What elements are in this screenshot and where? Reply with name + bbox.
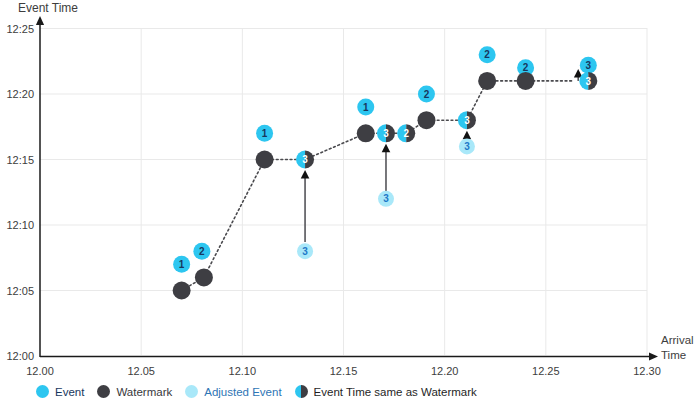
x-tick-label: 12.15: [330, 365, 358, 377]
watermark-chart: Event Time 12:00 12:05 12:10 12:15 12:20 12:2…: [0, 0, 696, 402]
watermark-legend-icon: [97, 385, 110, 398]
point-number-label: 2: [199, 246, 205, 257]
legend-label: Event: [55, 386, 84, 398]
x-tick-label: 12.20: [431, 365, 459, 377]
y-tick-label: 12:05: [6, 285, 34, 297]
event-legend-icon: [36, 385, 49, 398]
adjustment-arrow-icon: [301, 170, 310, 179]
y-tick-label: 12:15: [6, 154, 34, 166]
y-axis-title: Event Time: [18, 1, 78, 15]
legend-label: Adjusted Event: [204, 386, 281, 398]
watermark-point: [256, 151, 274, 169]
point-number-label: 1: [363, 102, 369, 113]
watermark-dotted-line: [182, 81, 575, 291]
x-axis-title: Arrival Time: [661, 333, 694, 363]
y-tick-label: 12:20: [6, 88, 34, 100]
x-tick-label: 12.10: [229, 365, 257, 377]
y-tick-label: 12:00: [6, 350, 34, 362]
point-number-label: 2: [403, 128, 409, 139]
legend-item-event: Event: [36, 385, 84, 398]
point-number-label: 3: [383, 193, 389, 204]
adjusted-event-legend-icon: [185, 385, 198, 398]
point-number-label: 3: [586, 60, 592, 71]
watermark-point: [195, 268, 213, 286]
x-tick-label: 12.05: [127, 365, 155, 377]
legend-item-adjusted-event: Adjusted Event: [185, 385, 281, 398]
legend-label: Watermark: [116, 386, 172, 398]
chart-canvas: 12:00 12:05 12:10 12:15 12:20 12:25 12.00 12.05…: [0, 0, 696, 402]
point-number-label: 3: [586, 76, 592, 87]
x-axis-arrow-icon: [649, 352, 658, 360]
legend-item-watermark: Watermark: [97, 385, 172, 398]
x-tick-label: 12.30: [633, 365, 661, 377]
point-number-label: 2: [484, 49, 490, 60]
y-axis-arrow-icon: [36, 16, 44, 25]
point-number-label: 2: [523, 62, 529, 73]
y-tick-label: 12:25: [6, 23, 34, 35]
legend-label: Event Time same as Watermark: [314, 386, 477, 398]
watermark-point: [173, 282, 191, 300]
point-number-label: 1: [262, 128, 268, 139]
watermark-point: [417, 111, 435, 129]
x-tick-label: 12.00: [26, 365, 54, 377]
point-number-label: 3: [464, 141, 470, 152]
point-number-label: 1: [179, 259, 185, 270]
legend-item-same-as-watermark: Event Time same as Watermark: [295, 385, 477, 398]
watermark-point: [478, 72, 496, 90]
same-as-watermark-legend-icon: [295, 385, 308, 398]
adjustment-arrow-icon: [382, 144, 391, 153]
point-number-label: 3: [464, 115, 470, 126]
legend: Event Watermark Adjusted Event Event Tim…: [36, 385, 477, 398]
y-tick-label: 12:10: [6, 219, 34, 231]
point-number-label: 3: [302, 154, 308, 165]
point-number-label: 3: [302, 246, 308, 257]
watermark-point: [357, 124, 375, 142]
point-number-label: 3: [383, 128, 389, 139]
x-tick-label: 12.25: [532, 365, 560, 377]
adjustment-arrow-icon: [463, 131, 472, 140]
point-number-label: 2: [424, 89, 430, 100]
watermark-point: [517, 72, 535, 90]
